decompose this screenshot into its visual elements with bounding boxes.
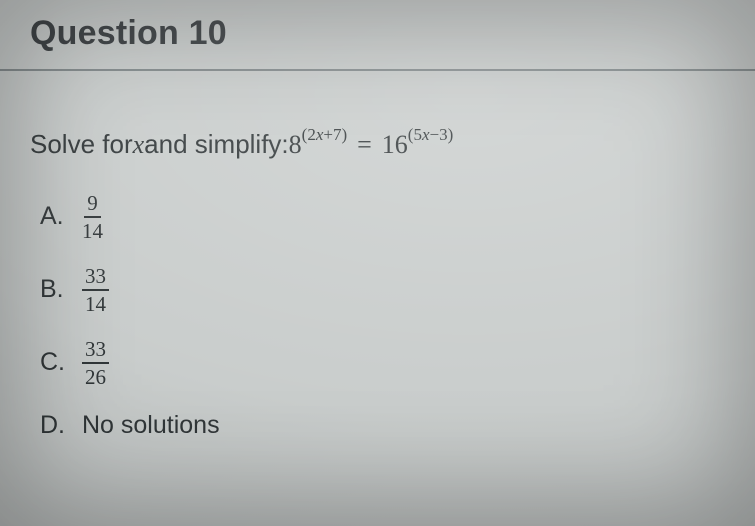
equation-lhs-exponent: (2x+7) [302, 125, 347, 145]
question-prompt: Solve for x and simplify: 8 (2x+7) = 16 … [30, 129, 755, 160]
option-d-letter: D. [40, 411, 82, 440]
option-c[interactable]: C. 33 26 [40, 338, 755, 387]
option-b-denominator: 14 [85, 291, 106, 315]
option-a-letter: A. [40, 202, 82, 231]
equation-rhs-exponent: (5x−3) [408, 125, 453, 145]
option-d-text: No solutions [82, 411, 220, 440]
question-title: Question 10 [30, 14, 755, 53]
question-header: Question 10 [0, 0, 755, 69]
equation-equals: = [347, 130, 382, 160]
lhs-exp-rest: +7) [323, 125, 347, 144]
option-b[interactable]: B. 33 14 [40, 265, 755, 314]
option-a-fraction: 9 14 [82, 193, 103, 242]
option-b-letter: B. [40, 275, 82, 304]
equation-rhs-base: 16 [382, 130, 408, 160]
prompt-tail: and simplify: [144, 129, 289, 160]
option-c-fraction: 33 26 [82, 339, 109, 388]
option-c-denominator: 26 [85, 364, 106, 388]
option-b-numerator: 33 [82, 266, 109, 291]
answer-options: A. 9 14 B. 33 14 C. 33 26 D. No solution… [30, 192, 755, 440]
prompt-variable: x [133, 130, 145, 160]
option-b-fraction: 33 14 [82, 266, 109, 315]
lhs-exp-open: (2 [302, 125, 316, 144]
rhs-exp-open: (5 [408, 125, 422, 144]
option-c-letter: C. [40, 348, 82, 377]
option-a[interactable]: A. 9 14 [40, 192, 755, 241]
option-d[interactable]: D. No solutions [40, 411, 755, 440]
option-c-numerator: 33 [82, 339, 109, 364]
equation-lhs-base: 8 [289, 130, 302, 160]
question-content: Solve for x and simplify: 8 (2x+7) = 16 … [0, 71, 755, 440]
rhs-exp-var: x [422, 125, 430, 144]
prompt-lead: Solve for [30, 129, 133, 160]
option-a-denominator: 14 [82, 218, 103, 242]
option-a-numerator: 9 [84, 193, 101, 218]
rhs-exp-rest: −3) [430, 125, 454, 144]
